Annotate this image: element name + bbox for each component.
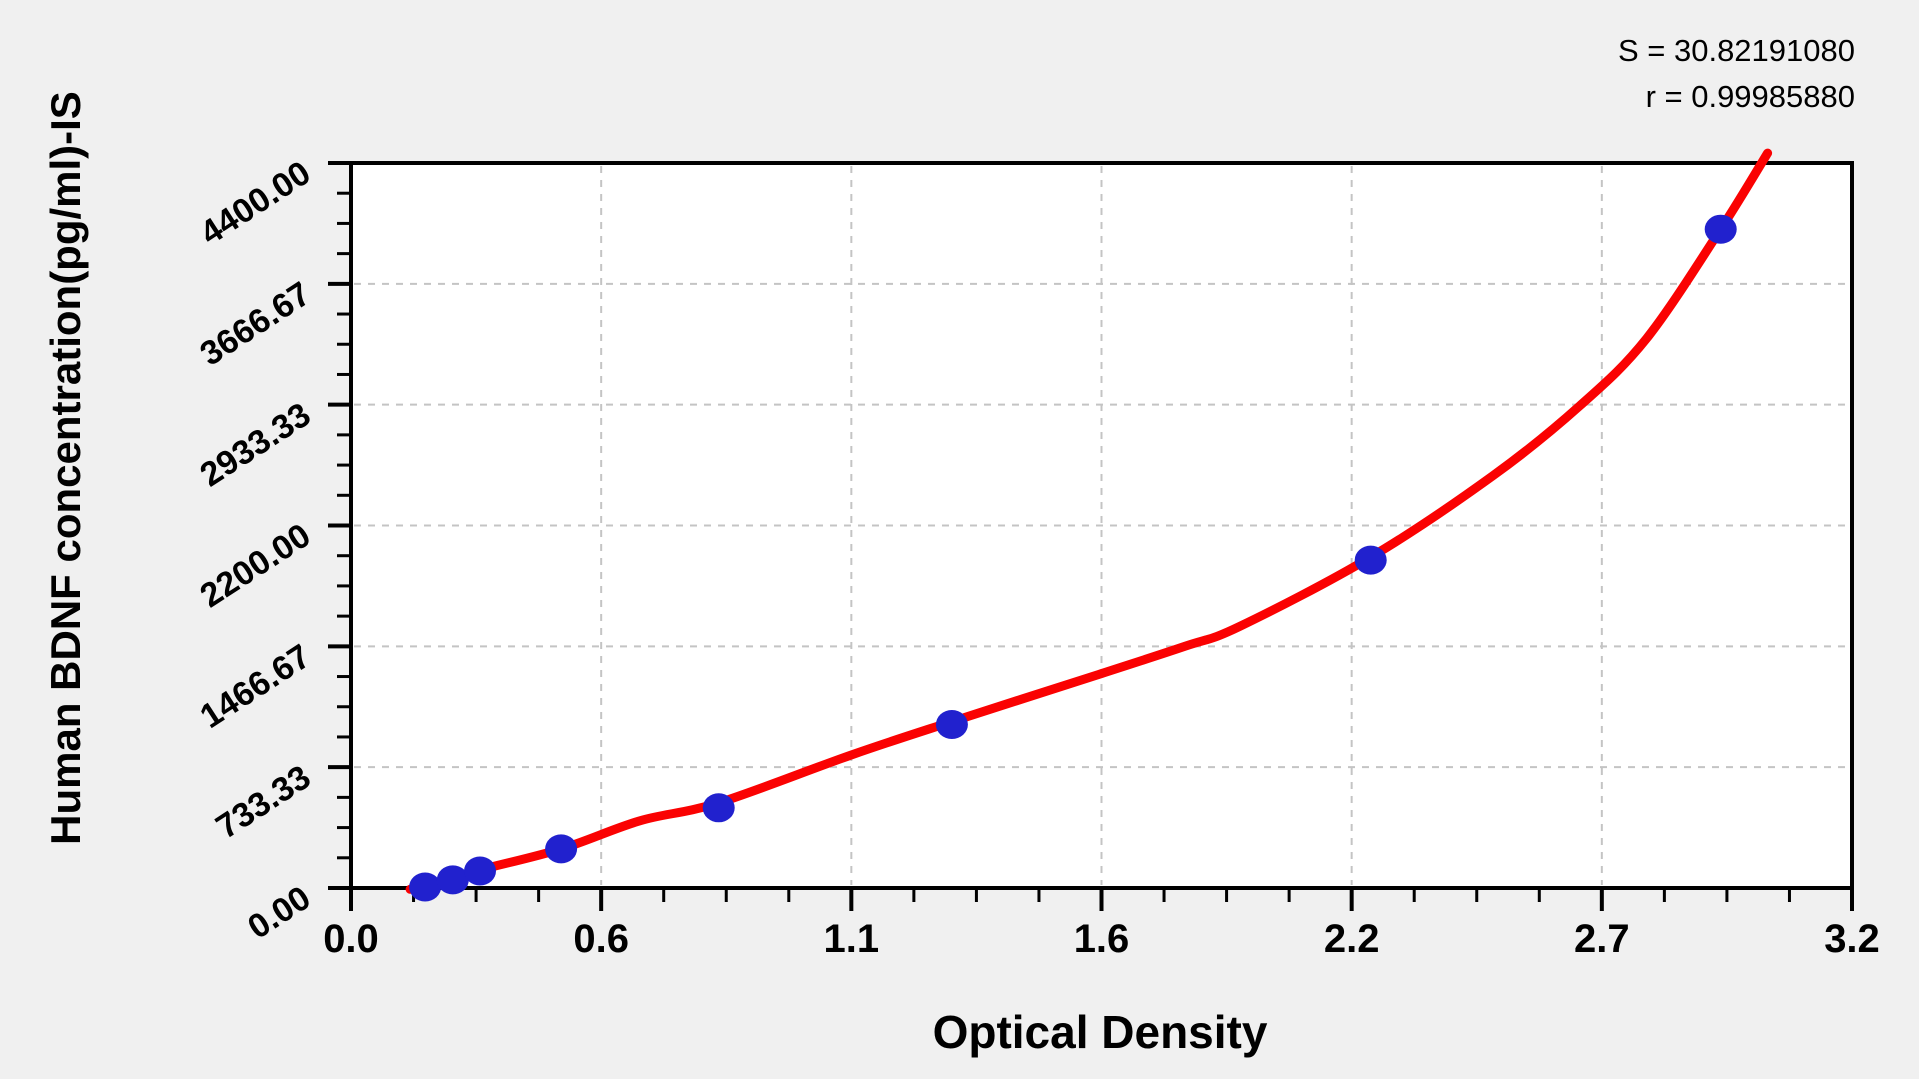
stat-s-value: S = 30.82191080 — [1617, 33, 1855, 68]
y-tick-label: 0.00 — [241, 879, 317, 947]
x-tick-label: 3.2 — [1824, 917, 1880, 961]
x-tick-label: 1.6 — [1074, 917, 1130, 961]
data-point — [702, 793, 735, 823]
data-point — [436, 865, 469, 895]
x-tick-label: 2.7 — [1574, 917, 1630, 961]
data-point — [545, 834, 578, 864]
x-tick-label: 0.6 — [573, 917, 629, 961]
x-tick-label: 2.2 — [1324, 917, 1380, 961]
x-tick-label: 1.1 — [824, 917, 880, 961]
stat-r-value: r = 0.99985880 — [1645, 79, 1855, 114]
plot-border — [349, 161, 1854, 890]
x-tick-label: 0.0 — [323, 917, 379, 961]
y-tick-label: 3666.67 — [194, 275, 318, 374]
data-point — [409, 872, 442, 902]
y-tick-label: 733.33 — [209, 758, 317, 847]
data-point — [935, 710, 968, 739]
y-tick-label: 1466.67 — [194, 637, 318, 736]
data-point — [1354, 545, 1387, 575]
x-axis-title: Optical Density — [932, 1006, 1268, 1058]
data-point — [464, 856, 496, 886]
y-axis-title: Human BDNF concentration(pg/ml)-IS — [42, 91, 89, 845]
y-tick-label: 2200.00 — [194, 516, 318, 615]
data-point — [1704, 214, 1737, 244]
y-tick-label: 4400.00 — [194, 154, 318, 253]
y-tick-label: 2933.33 — [194, 396, 318, 495]
